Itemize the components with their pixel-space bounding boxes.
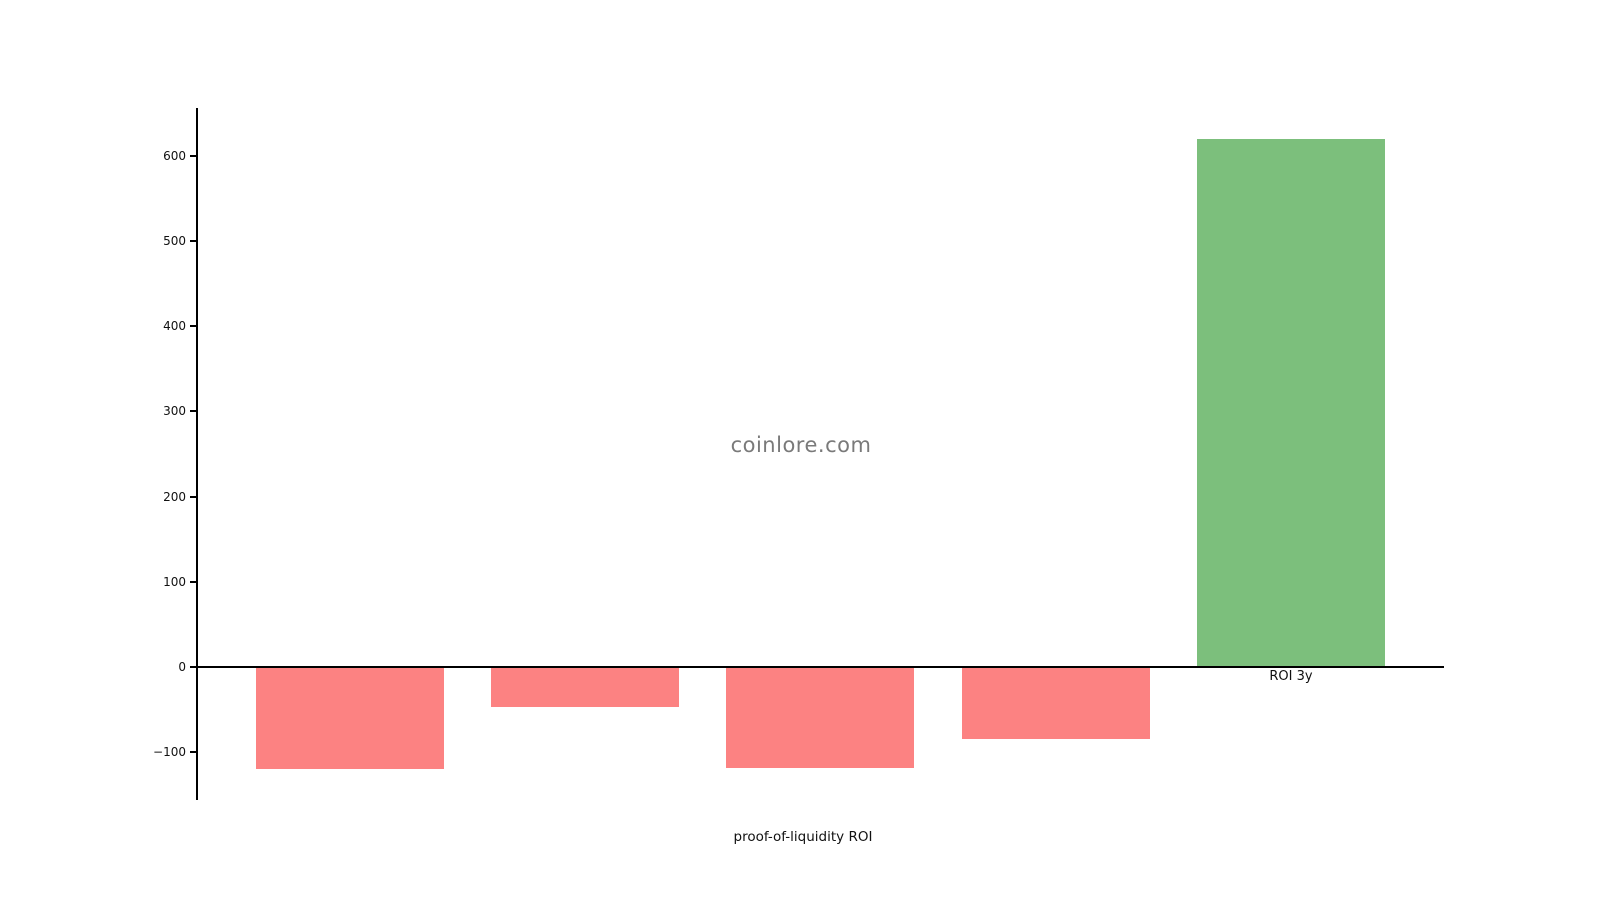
y-tick-mark (190, 410, 197, 412)
y-tick-label: 500 (163, 234, 186, 248)
bar (726, 667, 914, 768)
y-tick-mark (190, 751, 197, 753)
bar (1197, 139, 1385, 667)
bar (491, 667, 679, 707)
y-tick-label: 300 (163, 404, 186, 418)
y-tick-mark (190, 325, 197, 327)
y-tick-label: 0 (178, 660, 186, 674)
y-tick-mark (190, 155, 197, 157)
x-tick-label: ROI 3y (1269, 669, 1313, 684)
bar (962, 667, 1150, 739)
y-tick-mark (190, 496, 197, 498)
y-axis-line (196, 108, 198, 800)
y-tick-label: 200 (163, 490, 186, 504)
y-tick-label: 400 (163, 319, 186, 333)
y-tick-label: 100 (163, 575, 186, 589)
x-axis-line (196, 666, 1444, 668)
watermark: coinlore.com (730, 433, 872, 457)
x-axis-title: proof-of-liquidity ROI (733, 829, 873, 845)
y-tick-mark (190, 240, 197, 242)
y-tick-mark (190, 666, 197, 668)
y-tick-label: −100 (153, 745, 186, 759)
y-tick-mark (190, 581, 197, 583)
y-tick-label: 600 (163, 149, 186, 163)
bar (256, 667, 444, 769)
